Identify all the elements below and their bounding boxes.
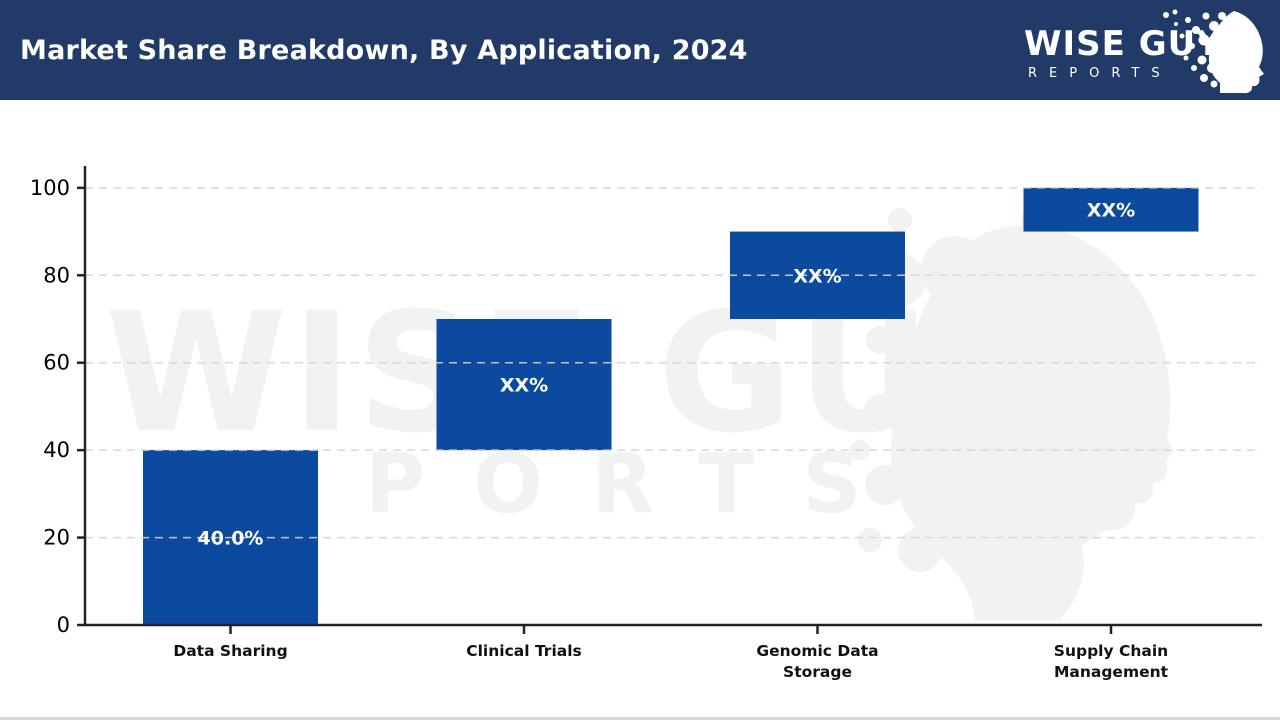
y-tick-label: 20 [43,526,70,550]
chart-area: WISE GUY REPORTS 0 20 40 60 80 100 Data Sharin… [0,100,1280,720]
x-category-label: Genomic Data [756,642,878,660]
x-category-label: Supply Chain [1054,642,1168,660]
bar-value-label: XX% [1087,200,1135,222]
x-category-label: Clinical Trials [466,642,582,660]
x-category-label: Data Sharing [173,642,287,660]
logo-head-icon [1163,9,1264,94]
header-bar: Market Share Breakdown, By Application, … [0,0,1280,100]
watermark-head-icon [850,206,1174,621]
page-title: Market Share Breakdown, By Application, … [20,34,748,66]
logo-line2-text: REPORTS [1028,66,1172,81]
y-tick-label: 100 [30,176,70,200]
y-tick-label: 0 [57,613,70,637]
bar-3 [1023,187,1199,232]
wise-guy-reports-logo: WISE GUY REPORTS [1024,9,1264,94]
y-tick-label: 80 [43,263,70,287]
y-tick-label: 40 [43,438,70,462]
bar-value-label: 40.0% [198,528,264,550]
logo-wordmark: WISE GUY REPORTS [1024,24,1221,81]
bar-value-label: XX% [793,265,841,287]
y-tick-label: 60 [43,351,70,375]
bar-1 [436,319,612,451]
bottom-border [0,717,1280,720]
x-category-label: Management [1054,663,1169,681]
bar-value-label: XX% [500,375,548,397]
x-category-label: Storage [783,663,852,681]
